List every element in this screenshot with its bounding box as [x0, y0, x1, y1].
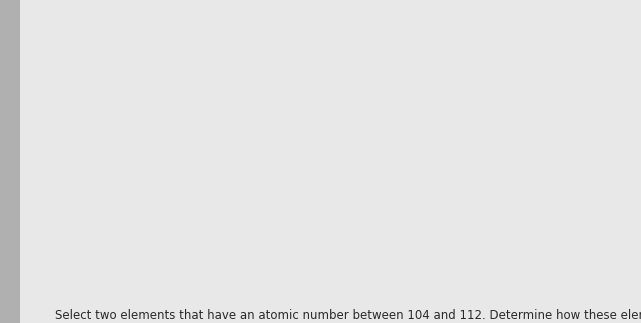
Bar: [0, 0, 20, 323]
Text: Select two elements that have an atomic number between 104 and 112. Determine ho: Select two elements that have an atomic …: [55, 309, 641, 322]
